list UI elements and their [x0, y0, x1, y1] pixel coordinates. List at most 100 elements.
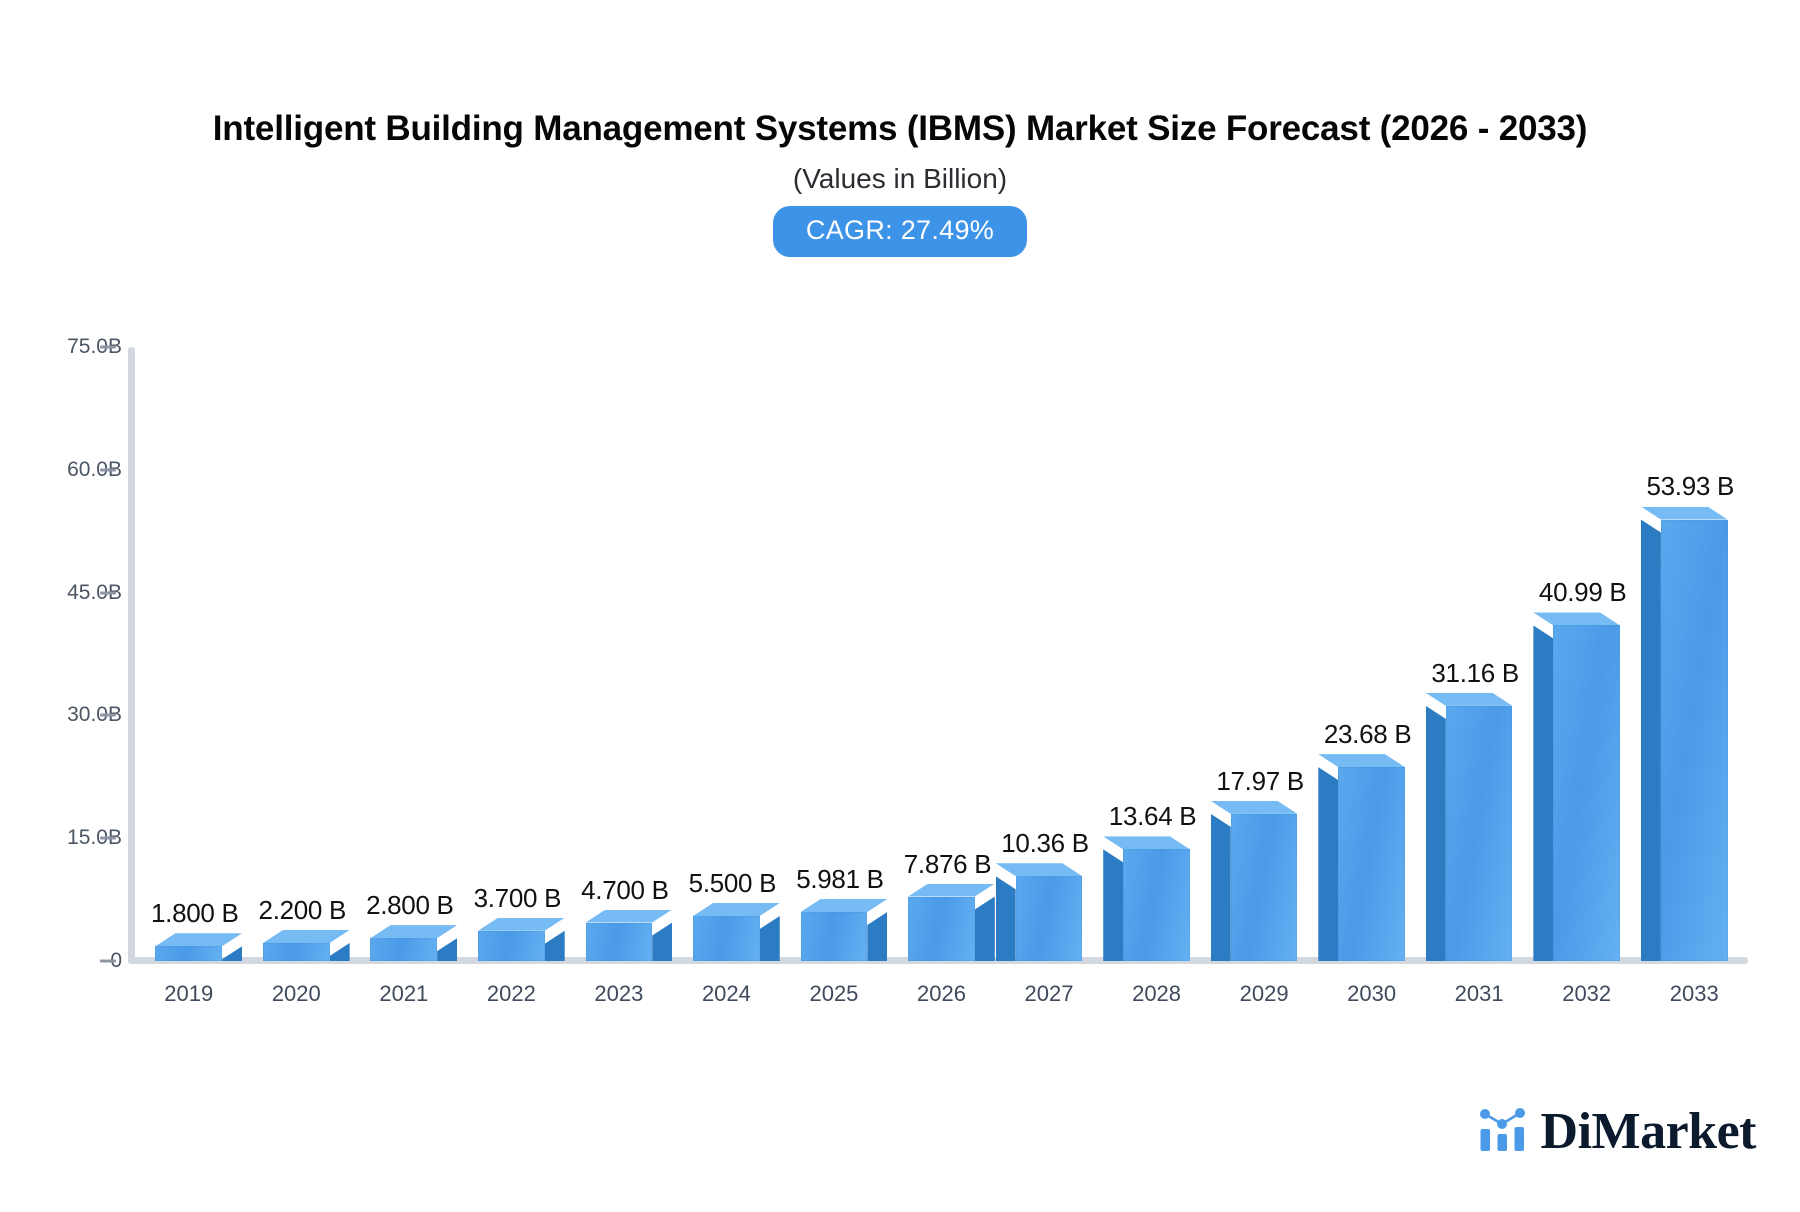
- title-block: Intelligent Building Management Systems …: [0, 106, 1800, 257]
- x-axis-tick-label: 2020: [271, 981, 321, 1006]
- bar-side-face: [222, 946, 243, 961]
- bar-front-face: [1123, 849, 1190, 961]
- bar-value-label: 13.64 B: [1108, 801, 1197, 832]
- bar-front-face: [478, 930, 545, 961]
- bar-2028[interactable]: [1103, 347, 1190, 961]
- x-axis-tick-label: 2022: [486, 981, 536, 1006]
- bar-front-face: [1553, 625, 1621, 961]
- chart-subtitle: (Values in Billion): [792, 163, 1008, 195]
- bar-top-face: [1425, 692, 1513, 706]
- y-axis-tick-mark: [100, 345, 116, 349]
- bar-2030[interactable]: [1318, 347, 1405, 961]
- bar-value-label: 1.800 B: [151, 898, 239, 929]
- bar-side-face: [995, 876, 1016, 961]
- bar-top-face: [1210, 800, 1298, 814]
- bar-top-face: [1318, 754, 1405, 768]
- bar-side-face: [759, 915, 780, 961]
- bar-front-face: [155, 946, 223, 961]
- y-axis-tick-mark: [100, 713, 116, 717]
- bar-value-label: 2.200 B: [258, 894, 347, 925]
- bar-value-label: 53.93 B: [1646, 471, 1734, 502]
- bar-side-face: [1210, 813, 1231, 961]
- bar-top-face: [1103, 836, 1190, 850]
- bar-front-face: [1660, 519, 1728, 961]
- bar-2022[interactable]: [478, 347, 565, 961]
- y-axis-tick-mark: [100, 591, 116, 595]
- x-axis-tick-label: 2023: [594, 981, 644, 1006]
- bar-2019[interactable]: [155, 347, 243, 961]
- bar-value-label: 7.876 B: [903, 848, 992, 879]
- bar-2023[interactable]: [585, 347, 673, 961]
- x-axis-tick-label: 2025: [809, 981, 859, 1006]
- bar-chart-trend-icon: [1477, 1105, 1529, 1158]
- dimarket-logo: DiMarket: [1477, 1102, 1757, 1160]
- x-axis-tick-label: 2029: [1239, 981, 1289, 1006]
- bar-side-face: [437, 938, 458, 961]
- x-axis-tick-label: 2024: [701, 981, 751, 1006]
- bar-2029[interactable]: [1210, 347, 1298, 961]
- y-axis-tick-label: 60.0B: [67, 457, 122, 481]
- bar-2033[interactable]: [1640, 347, 1728, 961]
- bar-side-face: [867, 912, 888, 961]
- x-axis-tick-label: 2019: [164, 981, 214, 1006]
- bar-value-label: 2.800 B: [366, 890, 454, 921]
- x-axis-tick-label: 2032: [1562, 981, 1612, 1006]
- bar-top-face: [1533, 612, 1621, 626]
- bar-value-label: 3.700 B: [473, 882, 562, 913]
- bar-side-face: [974, 896, 995, 961]
- x-axis-tick-label: 2028: [1132, 981, 1182, 1006]
- bar-side-face: [1533, 625, 1554, 961]
- bar-side-face: [1103, 849, 1124, 961]
- bar-top-face: [693, 902, 780, 916]
- bar-2032[interactable]: [1533, 347, 1621, 961]
- bar-top-face: [370, 925, 458, 939]
- bar-side-face: [1640, 519, 1661, 961]
- bar-top-face: [155, 933, 243, 947]
- bar-value-label: 10.36 B: [1001, 828, 1089, 859]
- bar-value-label: 4.700 B: [581, 874, 669, 905]
- bar-front-face: [800, 912, 868, 961]
- bar-2020[interactable]: [262, 347, 350, 961]
- x-axis-tick-label: 2027: [1024, 981, 1074, 1006]
- bar-front-face: [1445, 705, 1513, 961]
- y-axis-tick-mark: [100, 836, 116, 840]
- bar-top-face: [1640, 506, 1728, 520]
- bar-side-face: [652, 922, 673, 961]
- bar-2031[interactable]: [1425, 347, 1513, 961]
- bar-value-label: 23.68 B: [1323, 719, 1412, 750]
- bar-2024[interactable]: [693, 347, 780, 961]
- y-axis-tick-label: 0: [110, 949, 122, 972]
- cagr-badge: CAGR: 27.49%: [772, 205, 1028, 257]
- y-axis-tick-label: 75.0B: [67, 335, 122, 358]
- bar-top-face: [908, 883, 995, 897]
- logo-text: DiMarket: [1540, 1102, 1757, 1160]
- x-axis-tick-label: 2021: [379, 981, 429, 1006]
- bar-side-face: [1318, 767, 1339, 961]
- bar-side-face: [329, 943, 350, 961]
- bar-value-label: 31.16 B: [1431, 657, 1519, 688]
- page-title: Intelligent Building Management Systems …: [212, 109, 1588, 148]
- bar-front-face: [908, 896, 975, 961]
- bar-top-face: [262, 930, 350, 943]
- bar-front-face: [262, 943, 330, 961]
- bar-top-face: [585, 909, 673, 923]
- x-axis-tick-label: 2026: [917, 981, 966, 1006]
- x-axis-tick-label: 2031: [1454, 981, 1504, 1006]
- bar-top-face: [800, 899, 888, 913]
- bar-front-face: [370, 938, 438, 961]
- bars-layer: [135, 347, 1748, 961]
- bar-2026[interactable]: [908, 347, 995, 961]
- bar-2025[interactable]: [800, 347, 888, 961]
- bar-front-face: [1338, 767, 1405, 961]
- bar-2021[interactable]: [370, 347, 458, 961]
- bar-front-face: [1015, 876, 1083, 961]
- bar-2027[interactable]: [995, 347, 1083, 961]
- y-axis-tick-label: 30.0B: [67, 703, 122, 727]
- bar-top-face: [478, 917, 565, 931]
- bar-top-face: [995, 863, 1083, 877]
- y-axis-line: [128, 347, 135, 963]
- x-axis-tick-label: 2030: [1347, 981, 1397, 1006]
- y-axis-tick-label: 45.0B: [67, 580, 122, 604]
